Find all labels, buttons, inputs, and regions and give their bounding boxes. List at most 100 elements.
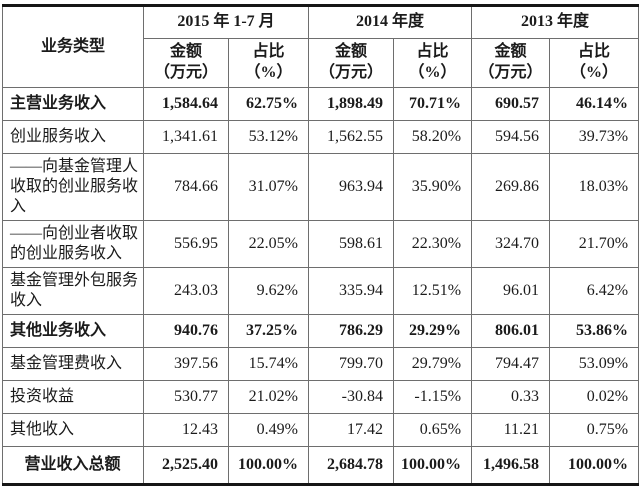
ratio-cell: 37.25% [228,314,309,348]
ratio-cell: 70.71% [392,87,473,121]
ratio-label: 占比 [578,43,611,61]
amount-cell: 806.01 [471,314,551,348]
amount-cell: 0.33 [471,380,551,414]
ratio-label: 占比 [252,43,285,61]
amount-cell: 556.95 [143,220,229,268]
ratio-cell: 53.09% [549,347,640,381]
ratio-cell: 0.75% [549,413,640,447]
ratio-cell: 58.20% [392,120,473,154]
table-row: 基金管理外包服务收入 243.03 9.62% 335.94 12.51% 96.01 6.… [2,267,640,315]
amount-cell: 269.86 [471,153,551,221]
ratio-cell: 62.75% [228,87,309,121]
amount-cell: 794.47 [471,347,551,381]
table-row: 主营业务收入 1,584.64 62.75% 1,898.49 70.71% 690.57… [2,87,640,121]
ratio-cell: 100.00% [228,446,309,485]
row-label: 其他收入 [2,413,144,447]
ratio-cell: 46.14% [549,87,640,121]
ratio-subheader-2015: 占比 （%） [228,38,309,88]
amount-cell: 784.66 [143,153,229,221]
ratio-cell: 29.29% [392,314,473,348]
row-label: 投资收益 [2,380,144,414]
ratio-cell: 53.12% [228,120,309,154]
period-header-2014: 2014 年度 [307,5,473,39]
ratio-cell: 22.05% [228,220,309,268]
amount-cell: 11.21 [471,413,551,447]
amount-cell: 786.29 [308,314,394,348]
amount-label: 金额 [494,43,527,61]
ratio-cell: 6.42% [549,267,640,315]
amount-cell: 2,684.78 [308,446,394,485]
amount-cell: 690.57 [471,87,551,121]
amount-cell: 243.03 [143,267,229,315]
row-label: 营业收入总额 [2,446,144,485]
ratio-cell: -1.15% [392,380,473,414]
amount-unit-label: （万元） [478,64,543,81]
amount-cell: 1,562.55 [308,120,394,154]
row-label: 其他业务收入 [2,314,144,348]
amount-cell: 1,341.61 [143,120,229,154]
ratio-unit-label: （%） [570,64,619,81]
ratio-cell: 9.62% [228,267,309,315]
amount-unit-label: （万元） [318,64,383,81]
amount-cell: 2,525.40 [143,446,229,485]
ratio-cell: 0.02% [549,380,640,414]
ratio-cell: 21.02% [228,380,309,414]
amount-subheader-2015: 金额 （万元） [143,38,229,88]
amount-cell: 598.61 [308,220,394,268]
amount-cell: 17.42 [308,413,394,447]
ratio-cell: 0.49% [228,413,309,447]
amount-cell: 530.77 [143,380,229,414]
header-row-periods: 业务类型 2015 年 1-7 月 2014 年度 2013 年度 [2,5,640,88]
ratio-cell: 29.79% [392,347,473,381]
amount-unit-label: （万元） [153,64,218,81]
ratio-cell: 31.07% [228,153,309,221]
table-row: ——向基金管理人收取的创业服务收入 784.66 31.07% 963.94 35.90… [2,153,640,221]
ratio-subheader-2014: 占比 （%） [392,38,473,88]
amount-subheader-2014: 金额 （万元） [308,38,394,88]
ratio-unit-label: （%） [408,64,457,81]
table-body: 主营业务收入 1,584.64 62.75% 1,898.49 70.71% 690.57… [2,87,640,485]
period-header-2013: 2013 年度 [471,5,640,39]
amount-subheader-2013: 金额 （万元） [471,38,551,88]
ratio-cell: 100.00% [392,446,473,485]
ratio-cell: 21.70% [549,220,640,268]
ratio-cell: 35.90% [392,153,473,221]
ratio-label: 占比 [416,43,449,61]
ratio-cell: 39.73% [549,120,640,154]
amount-cell: 594.56 [471,120,551,154]
row-label: 基金管理费收入 [2,347,144,381]
table-row: 投资收益 530.77 21.02% -30.84 -1.15% 0.33 0.02% [2,380,640,414]
amount-label: 金额 [334,43,367,61]
period-header-2015-jan-jul: 2015 年 1-7 月 [143,5,309,39]
ratio-cell: 18.03% [549,153,640,221]
amount-cell: 963.94 [308,153,394,221]
amount-cell: 397.56 [143,347,229,381]
ratio-cell: 15.74% [228,347,309,381]
ratio-cell: 100.00% [549,446,640,485]
amount-cell: 799.70 [308,347,394,381]
table-row: 创业服务收入 1,341.61 53.12% 1,562.55 58.20% 594.56… [2,120,640,154]
table-row: 基金管理费收入 397.56 15.74% 799.70 29.79% 794.47 53.… [2,347,640,381]
amount-cell: 1,898.49 [308,87,394,121]
business-type-header: 业务类型 [2,5,144,88]
amount-cell: 1,584.64 [143,87,229,121]
ratio-subheader-2013: 占比 （%） [549,38,640,88]
ratio-cell: 53.86% [549,314,640,348]
table-row: 其他收入 12.43 0.49% 17.42 0.65% 11.21 0.75% [2,413,640,447]
amount-cell: 940.76 [143,314,229,348]
ratio-unit-label: （%） [244,64,293,81]
row-label: 主营业务收入 [2,87,144,121]
revenue-breakdown-table: 业务类型 2015 年 1-7 月 2014 年度 2013 年度 金额 （万元… [2,4,640,486]
row-label: 基金管理外包服务收入 [2,267,144,315]
amount-cell: 12.43 [143,413,229,447]
ratio-cell: 12.51% [392,267,473,315]
table-row: 营业收入总额 2,525.40 100.00% 2,684.78 100.00% 1,49… [2,446,640,485]
amount-cell: -30.84 [308,380,394,414]
amount-cell: 324.70 [471,220,551,268]
table-row: 其他业务收入 940.76 37.25% 786.29 29.29% 806.01 53.8… [2,314,640,348]
amount-cell: 96.01 [471,267,551,315]
row-label: 创业服务收入 [2,120,144,154]
ratio-cell: 22.30% [392,220,473,268]
ratio-cell: 0.65% [392,413,473,447]
